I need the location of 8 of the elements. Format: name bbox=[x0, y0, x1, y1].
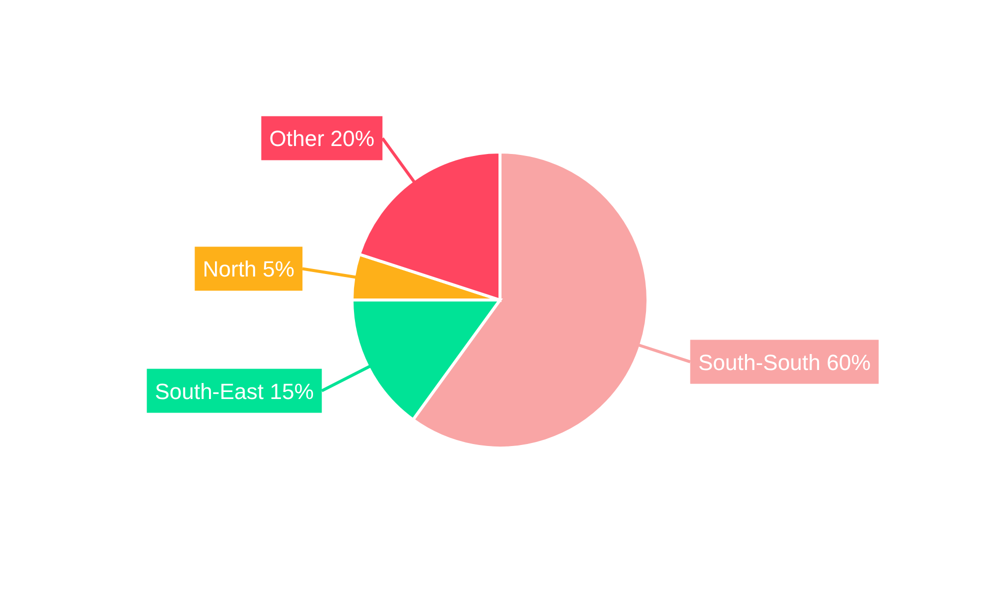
slice-label: South-South bbox=[698, 350, 821, 375]
data-label: 20% bbox=[330, 126, 374, 152]
data-label: 5% bbox=[262, 256, 294, 282]
slice-label: North bbox=[202, 256, 257, 282]
data-label: 60% bbox=[826, 350, 871, 375]
data-label: 15% bbox=[270, 378, 314, 404]
slice-label: Other bbox=[269, 126, 324, 152]
slice-label: South-East bbox=[154, 378, 264, 404]
